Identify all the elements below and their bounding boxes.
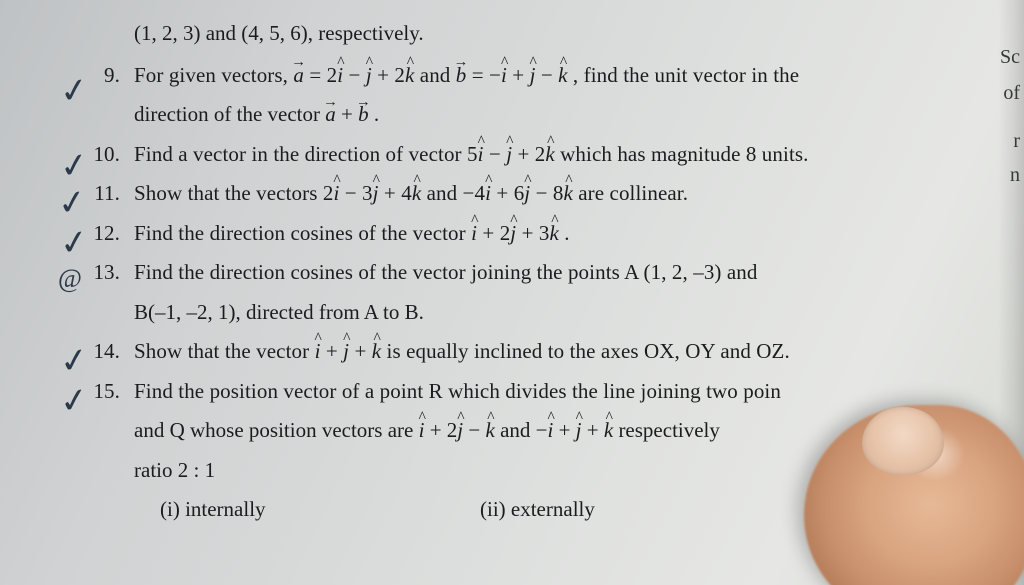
q15-line1: ✓ 15. Find the position vector of a poin… [0,376,1024,408]
t: B(–1, –2, 1), directed from A to B. [134,300,424,324]
khat: k [604,415,613,447]
jhat: j [510,218,516,250]
margin-text: r [1013,130,1020,153]
t: , find the unit vector in the [568,63,800,87]
t: and Q whose position vectors are [134,418,419,442]
t: + 6 [491,181,524,205]
t: + 4 [379,181,412,205]
t: direction of the vector [134,102,325,126]
ihat: i [315,336,321,368]
khat: k [485,415,494,447]
t: which has magnitude 8 units. [555,142,809,166]
q13-line1: @ 13. Find the direction cosines of the … [0,257,1024,289]
t: respectively [613,418,720,442]
t: Find the direction cosines of the vector [134,221,471,245]
t: + 2 [512,142,545,166]
t: + [582,418,604,442]
t: Show that the vectors 2 [134,181,333,205]
q12: ✓ 12. Find the direction cosines of the … [0,218,1024,250]
jhat: j [457,415,463,447]
ihat: i [478,139,484,171]
ihat: i [419,415,425,447]
jhat: j [366,60,372,92]
vec-b: b [456,60,467,92]
q-body: Show that the vectors 2i − 3j + 4k and −… [134,178,1024,210]
t: − [536,63,559,87]
t: + 2 [424,418,457,442]
khat: k [412,178,421,210]
jhat: j [373,178,379,210]
t: + [553,418,575,442]
q-body: Find a vector in the direction of vector… [134,139,1024,171]
t: . [559,221,570,245]
t: + [336,102,358,126]
khat: k [372,336,381,368]
t: and −4 [421,181,485,205]
margin-text: of [1003,82,1020,105]
t: is equally inclined to the axes OX, OY a… [381,339,790,363]
q-body: Find the position vector of a point R wh… [134,376,1024,408]
ihat: i [337,60,343,92]
ihat: i [547,415,553,447]
vec-a: a [293,60,304,92]
ihat: i [333,178,339,210]
q11: ✓ 11. Show that the vectors 2i − 3j + 4k… [0,178,1024,210]
jhat: j [524,178,530,210]
t: + 3 [516,221,549,245]
ihat: i [485,178,491,210]
t: Find a vector in the direction of vector… [134,142,478,166]
q9-line2: direction of the vector a + b . [0,99,1024,131]
q-body: Find the direction cosines of the vector… [134,257,1024,289]
t: Show that the vector [134,339,315,363]
t: − 8 [530,181,563,205]
jhat: j [343,336,349,368]
jhat: j [576,415,582,447]
q-body: For given vectors, a = 2i − j + 2k and b… [134,60,1024,92]
q14: ✓ 14. Show that the vector i + j + k is … [0,336,1024,368]
t: − [343,63,366,87]
khat: k [545,139,554,171]
jhat: j [506,139,512,171]
ihat: i [471,218,477,250]
text: (1, 2, 3) and (4, 5, 6), respectively. [134,21,424,45]
at-mark-icon: @ [58,259,82,298]
t: are collinear. [573,181,688,205]
t: and − [495,418,548,442]
khat: k [405,60,414,92]
t: = 2 [304,63,337,87]
margin-text: Sc [1000,46,1020,69]
q13-line2: B(–1, –2, 1), directed from A to B. [0,297,1024,329]
khat: k [549,218,558,250]
ihat: i [501,60,507,92]
q-body: Show that the vector i + j + k is equall… [134,336,1024,368]
khat: k [563,178,572,210]
q-body: Find the direction cosines of the vector… [134,218,1024,250]
prev-line-fragment: (1, 2, 3) and (4, 5, 6), respectively. [0,18,1024,50]
jhat: j [530,60,536,92]
vec-a: a [325,99,336,131]
t: + [349,339,372,363]
t: ratio 2 : 1 [134,458,215,482]
q10: ✓ 10. Find a vector in the direction of … [0,139,1024,171]
q9-line1: ✓ 9. For given vectors, a = 2i − j + 2k … [0,60,1024,92]
vec-b: b [358,99,369,131]
t: + [321,339,344,363]
t: and [414,63,455,87]
khat: k [558,60,567,92]
t: − 3 [339,181,372,205]
thumbnail-nail [862,407,944,475]
t: − [463,418,485,442]
t: For given vectors, [134,63,293,87]
margin-text: n [1010,164,1020,187]
t: + 2 [372,63,405,87]
page: { "top_fragment": "(1, 2, 3) and (4, 5, … [0,0,1024,585]
t: + [507,63,530,87]
t: = − [466,63,501,87]
option-i: (i) internally [0,494,480,526]
option-ii: (ii) externally [480,494,595,526]
t: − [484,142,507,166]
t: + 2 [477,221,510,245]
